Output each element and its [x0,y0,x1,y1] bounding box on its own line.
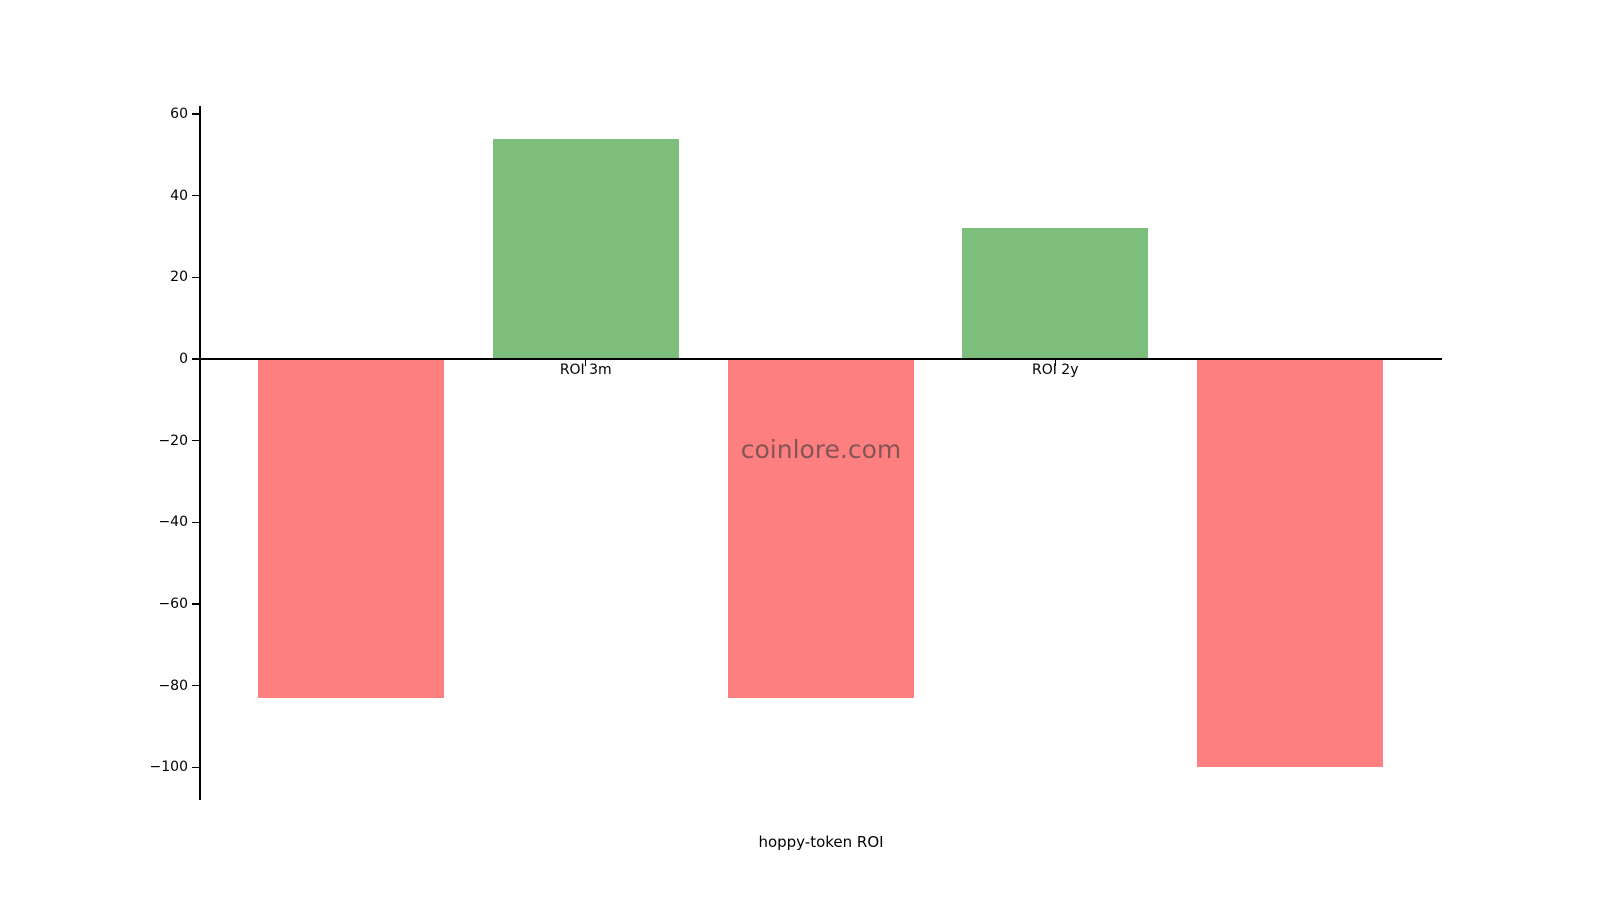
y-tick-label: 20 [170,269,188,286]
bar-1 [258,359,444,698]
y-tick-label: −40 [158,514,188,531]
bar-4 [962,228,1149,359]
y-axis-tick [192,603,199,605]
chart-title: hoppy-token ROI [758,833,884,851]
x-axis-line [200,358,1442,360]
y-axis-tick [192,766,199,768]
y-tick-label: −60 [158,595,188,612]
watermark: coinlore.com [740,435,902,464]
y-tick-label: 40 [170,187,188,204]
y-axis-tick [192,358,199,360]
y-axis-tick [192,276,199,278]
x-axis-tick [1054,359,1056,366]
y-tick-label: 0 [179,351,188,367]
y-tick-label: 60 [170,106,188,122]
y-tick-label: −80 [158,677,188,694]
x-tick-label: ROI 3m [559,362,612,378]
y-axis-tick [192,113,199,115]
y-axis-tick [192,685,199,687]
bar-5 [1197,359,1383,768]
y-axis-tick [192,440,199,442]
y-axis-tick [192,195,199,197]
y-axis-line [199,105,201,800]
x-axis-tick [585,359,587,366]
x-tick-label: ROI 2y [1031,362,1079,378]
y-tick-label: −100 [149,759,188,776]
y-axis-tick [192,521,199,523]
y-tick-label: −20 [158,432,188,449]
bar-3 [727,359,914,698]
bar-2 [492,138,679,359]
